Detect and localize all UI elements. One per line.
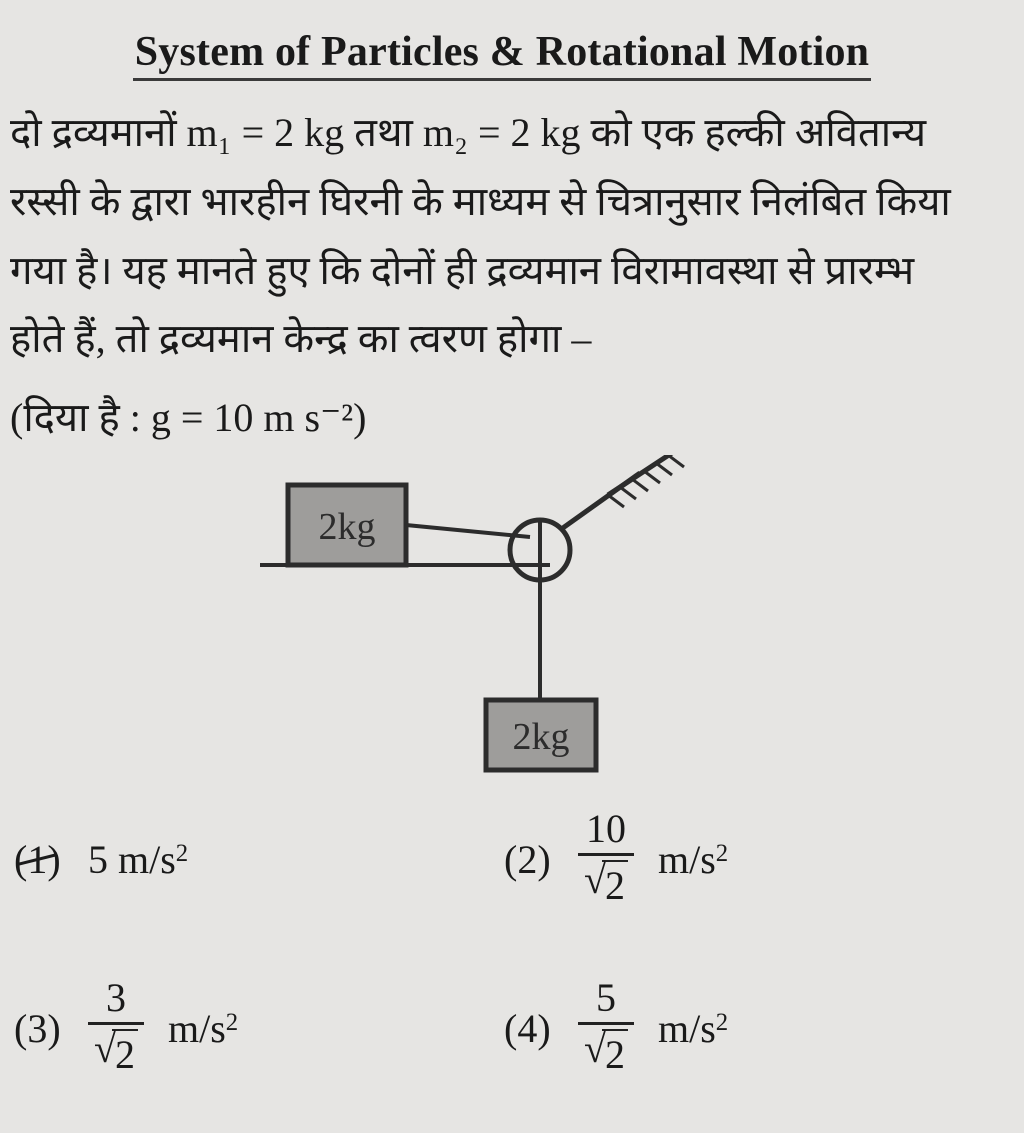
- q-line-3: गया है। यह मानते हुए कि दोनों ही द्रव्यम…: [10, 248, 914, 293]
- option-3-number: (3): [14, 1005, 74, 1052]
- given-line: (दिया है : g = 10 m s⁻²): [10, 388, 994, 443]
- option-4-unit: m/s2: [648, 1005, 728, 1052]
- option-1-number: (1): [14, 836, 74, 883]
- option-2-fraction: 10 2: [578, 809, 634, 910]
- q-line-1: दो द्रव्यमानों m₁ = 2 kg तथा m₂ = 2 kg क…: [10, 110, 926, 155]
- option-1-value: 5 m/s2: [88, 836, 188, 883]
- option-2-unit: m/s2: [648, 836, 728, 883]
- q-line-2: रस्सी के द्वारा भारहीन घिरनी के माध्यम स…: [10, 179, 951, 224]
- page: System of Particles & Rotational Motion …: [0, 0, 1024, 1109]
- mass-top-label: 2kg: [319, 506, 376, 548]
- options-grid: (1) 5 m/s2 (2) 10 2 m/s2 (3) 3 2 m/s2: [10, 809, 994, 1079]
- option-4-number: (4): [504, 1005, 564, 1052]
- title-wrap: System of Particles & Rotational Motion: [10, 28, 994, 81]
- option-3: (3) 3 2 m/s2: [14, 978, 464, 1079]
- option-3-unit: m/s2: [158, 1005, 238, 1052]
- option-2: (2) 10 2 m/s2: [504, 809, 954, 910]
- physics-diagram: 2kg 2kg: [240, 455, 720, 785]
- option-3-fraction: 3 2: [88, 978, 144, 1079]
- question-text: दो द्रव्यमानों m₁ = 2 kg तथा m₂ = 2 kg क…: [10, 99, 994, 374]
- option-4: (4) 5 2 m/s2: [504, 978, 954, 1079]
- q-line-4: होते हैं, तो द्रव्यमान केन्द्र का त्वरण …: [10, 316, 591, 361]
- chapter-title: System of Particles & Rotational Motion: [133, 28, 872, 81]
- option-4-fraction: 5 2: [578, 978, 634, 1079]
- option-2-number: (2): [504, 836, 564, 883]
- mass-bottom-label: 2kg: [513, 716, 570, 758]
- option-1: (1) 5 m/s2: [14, 836, 464, 883]
